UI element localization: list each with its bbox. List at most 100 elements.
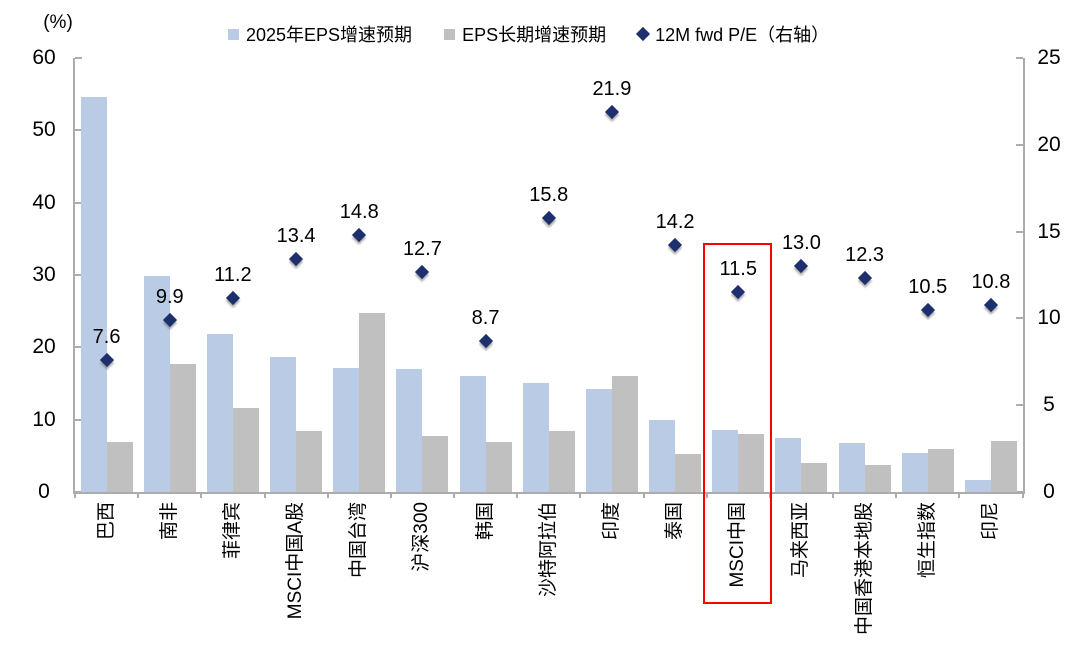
bar-eps-longterm-0 bbox=[106, 442, 133, 492]
left-axis-line bbox=[73, 58, 75, 492]
bar-eps-2025-11 bbox=[775, 437, 802, 492]
bar-eps-longterm-4 bbox=[359, 312, 386, 492]
category-label-12: 中国香港本地股 bbox=[853, 502, 875, 636]
legend-item-1: EPS长期增速预期 bbox=[444, 21, 606, 47]
pe-value-label-7: 15.8 bbox=[529, 183, 569, 206]
pe-value-label-13: 10.5 bbox=[908, 275, 948, 298]
pe-marker-9 bbox=[668, 238, 683, 253]
x-axis-boundary-tick bbox=[895, 492, 898, 498]
legend-label: 12M fwd P/E（右轴） bbox=[655, 25, 830, 45]
x-axis-boundary-tick bbox=[326, 492, 329, 498]
right-axis-tick-label: 20 bbox=[1037, 132, 1061, 156]
x-axis-boundary-tick bbox=[958, 492, 961, 498]
bar-eps-2025-8 bbox=[585, 388, 612, 492]
bar-eps-2025-5 bbox=[396, 369, 423, 492]
bar-eps-longterm-1 bbox=[169, 363, 196, 492]
pe-value-label-0: 7.6 bbox=[92, 326, 121, 349]
category-label-11: 马来西亚 bbox=[790, 502, 812, 579]
x-axis-boundary-tick bbox=[642, 492, 645, 498]
right-axis-tick-label: 5 bbox=[1043, 393, 1055, 417]
right-axis-tick bbox=[1015, 404, 1023, 407]
bar-eps-2025-12 bbox=[838, 442, 865, 492]
bar-eps-longterm-3 bbox=[296, 431, 322, 492]
left-axis-tick bbox=[75, 491, 82, 493]
bar-eps-longterm-14 bbox=[990, 440, 1017, 492]
pe-value-label-1: 9.9 bbox=[155, 286, 184, 309]
x-axis-boundary-tick bbox=[137, 492, 140, 498]
legend-item-0: 2025年EPS增速预期 bbox=[228, 21, 412, 47]
category-label-14: 印尼 bbox=[979, 502, 1001, 541]
right-axis-tick-label: 25 bbox=[1037, 46, 1061, 69]
pe-value-label-2: 11.2 bbox=[214, 263, 252, 286]
pe-marker-12 bbox=[857, 271, 872, 286]
category-label-0: 巴西 bbox=[95, 502, 117, 541]
bar-eps-longterm-5 bbox=[422, 436, 449, 492]
bar-eps-2025-4 bbox=[333, 367, 360, 492]
bar-eps-2025-7 bbox=[522, 382, 549, 492]
right-axis-tick bbox=[1015, 317, 1023, 320]
x-axis-boundary-tick bbox=[389, 492, 392, 498]
bar-eps-longterm-10 bbox=[738, 434, 765, 492]
pe-value-label-8: 21.9 bbox=[592, 77, 632, 100]
left-axis-tick bbox=[75, 201, 82, 204]
bar-eps-longterm-11 bbox=[801, 463, 828, 492]
legend-diamond-icon bbox=[636, 26, 651, 42]
legend-square-icon bbox=[228, 28, 239, 40]
right-axis-tick bbox=[1015, 491, 1023, 493]
bar-eps-2025-3 bbox=[270, 357, 296, 492]
legend-label: EPS长期增速预期 bbox=[462, 25, 607, 45]
bar-eps-2025-0 bbox=[80, 97, 107, 492]
bar-eps-2025-14 bbox=[964, 480, 991, 492]
chart-legend: 2025年EPS增速预期 EPS长期增速预期 12M fwd P/E（右轴） bbox=[228, 21, 829, 47]
category-label-6: 韩国 bbox=[474, 502, 496, 541]
bar-eps-longterm-2 bbox=[232, 408, 259, 492]
right-axis-tick-label: 0 bbox=[1043, 480, 1055, 503]
pe-marker-2 bbox=[225, 290, 240, 305]
pe-marker-4 bbox=[352, 227, 367, 243]
category-label-4: 中国台湾 bbox=[348, 502, 370, 579]
left-axis-tick-label: 40 bbox=[32, 190, 56, 214]
category-label-3: MSCI中国A股 bbox=[285, 502, 307, 620]
left-axis-tick bbox=[75, 418, 82, 421]
category-label-5: 沪深300 bbox=[411, 502, 433, 572]
pe-value-label-6: 8.7 bbox=[471, 306, 500, 329]
category-label-8: 印度 bbox=[600, 502, 622, 541]
right-axis-tick-label: 10 bbox=[1037, 306, 1061, 330]
category-label-2: 菲律宾 bbox=[221, 502, 243, 560]
x-axis-boundary-tick bbox=[768, 492, 771, 498]
left-axis-tick-label: 20 bbox=[32, 335, 56, 359]
category-label-9: 泰国 bbox=[664, 502, 686, 541]
bar-eps-longterm-6 bbox=[485, 442, 512, 492]
category-label-1: 南非 bbox=[158, 502, 180, 541]
left-axis-tick-label: 0 bbox=[38, 480, 50, 503]
left-axis-tick bbox=[75, 346, 82, 349]
right-axis-tick bbox=[1015, 230, 1023, 233]
left-axis-tick bbox=[75, 274, 82, 276]
pe-marker-6 bbox=[478, 333, 493, 349]
pe-marker-8 bbox=[604, 104, 619, 119]
legend-item-2: 12M fwd P/E（右轴） bbox=[636, 21, 830, 47]
bar-eps-2025-13 bbox=[901, 452, 928, 492]
pe-marker-11 bbox=[794, 259, 809, 274]
pe-marker-7 bbox=[541, 210, 556, 225]
bar-eps-2025-6 bbox=[459, 376, 486, 492]
x-axis-boundary-tick bbox=[705, 492, 708, 498]
left-axis-tick-label: 60 bbox=[32, 46, 56, 69]
pe-marker-5 bbox=[415, 264, 430, 279]
left-axis-tick-label: 30 bbox=[32, 263, 56, 286]
legend-square-icon bbox=[444, 28, 456, 40]
bar-eps-2025-10 bbox=[712, 429, 739, 492]
legend-label: 2025年EPS增速预期 bbox=[246, 25, 413, 45]
left-axis-tick-label: 10 bbox=[32, 407, 56, 431]
x-axis-boundary-tick bbox=[200, 492, 203, 498]
bar-eps-2025-1 bbox=[143, 276, 170, 492]
bar-eps-longterm-12 bbox=[864, 465, 891, 492]
right-axis-line bbox=[1022, 58, 1025, 492]
x-axis-boundary-tick bbox=[516, 492, 519, 498]
right-axis-tick bbox=[1015, 57, 1023, 59]
bottom-axis-line bbox=[73, 492, 1025, 494]
category-label-13: 恒生指数 bbox=[916, 502, 938, 579]
pe-marker-14 bbox=[983, 297, 998, 312]
highlight-box bbox=[703, 243, 773, 604]
